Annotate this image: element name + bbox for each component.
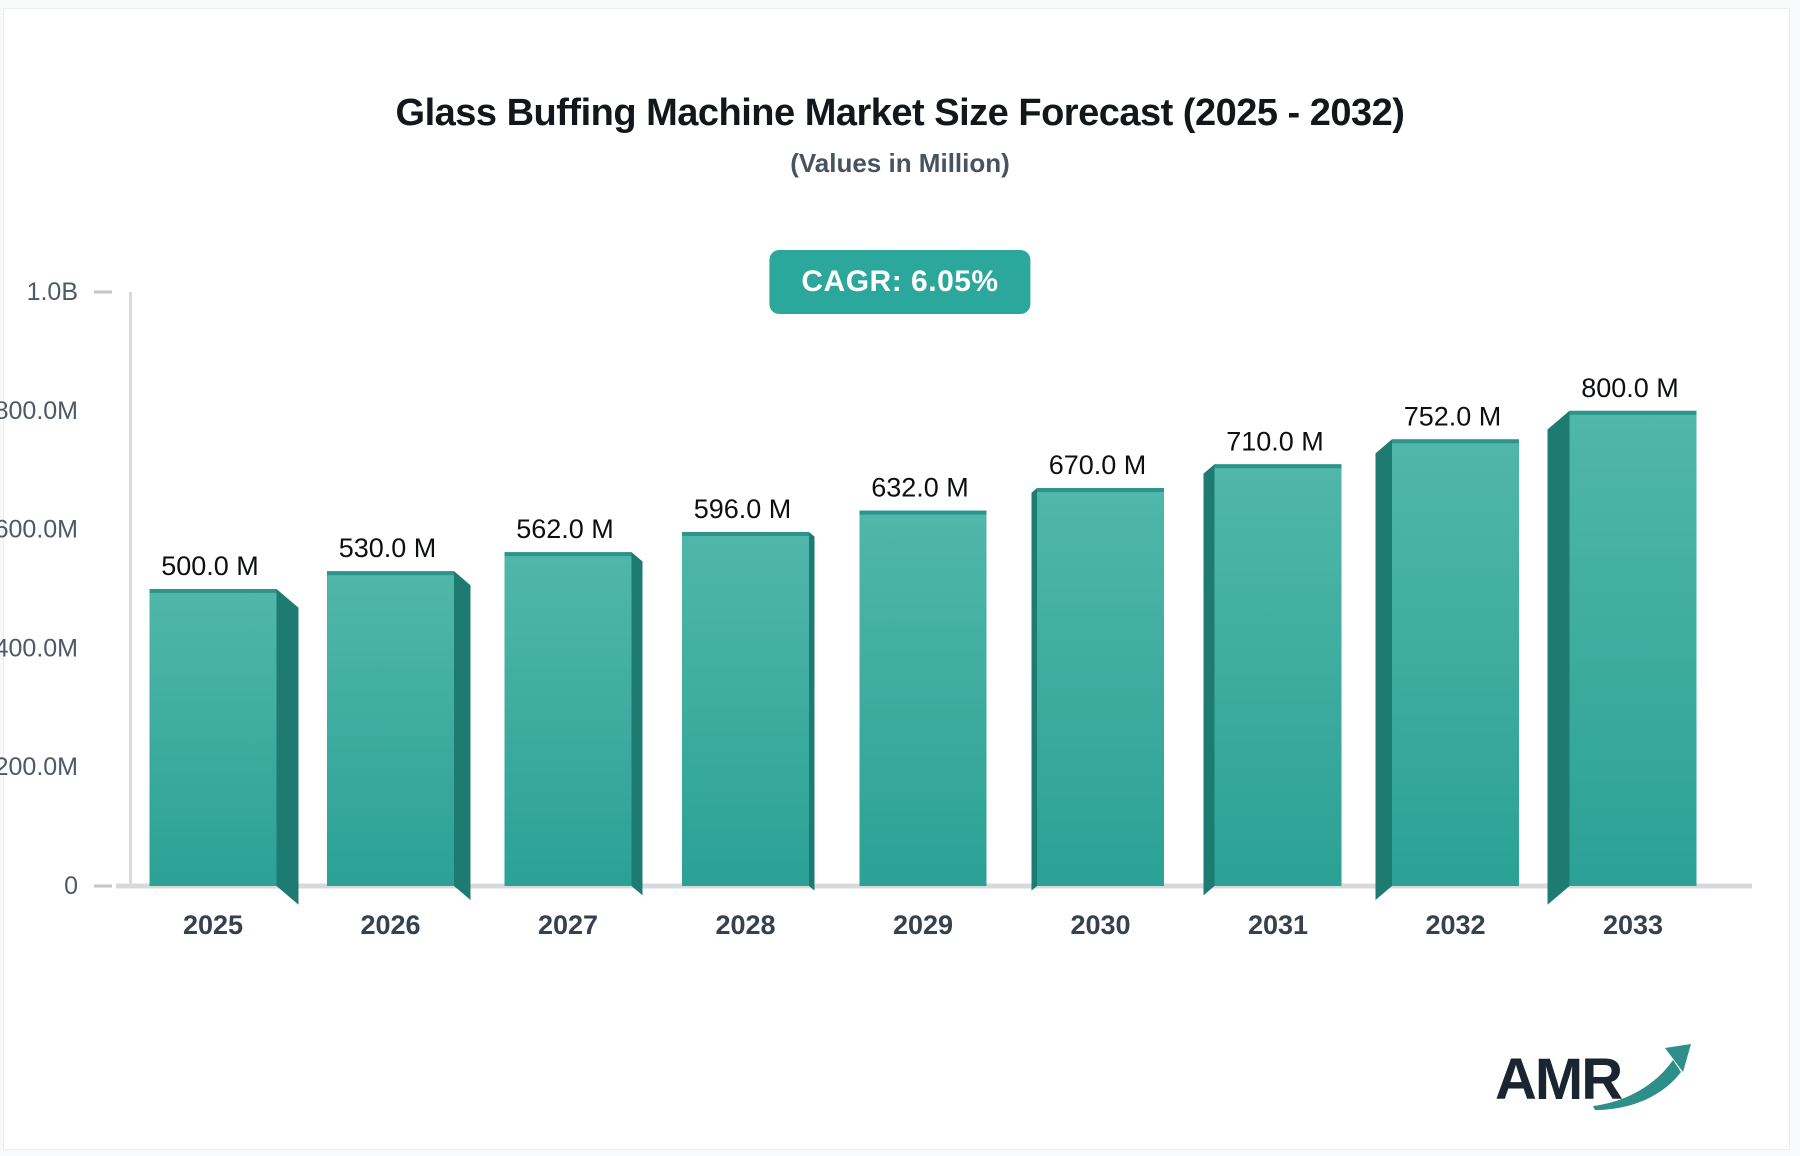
bar-side-2028 — [809, 531, 815, 891]
bar-value-label-2031: 710.0 M — [1226, 426, 1324, 456]
bar-2029 — [859, 510, 987, 886]
bar-top-edge-2031 — [1214, 464, 1342, 469]
x-label-2026: 2026 — [360, 910, 420, 940]
bar-top-edge-2025 — [149, 589, 277, 593]
y-tick-label-800.0M: 800.0M — [0, 397, 78, 425]
bar-2025 — [149, 589, 277, 886]
bar-2026 — [327, 571, 454, 886]
bar-value-label-2032: 752.0 M — [1404, 401, 1502, 431]
bar-2033 — [1569, 410, 1697, 886]
bar-value-label-2027: 562.0 M — [516, 514, 614, 544]
bar-2028 — [682, 531, 809, 886]
bar-side-2025 — [276, 589, 299, 905]
bar-top-edge-2029 — [859, 510, 987, 515]
bar-value-label-2030: 670.0 M — [1049, 450, 1147, 480]
bar-top-edge-2030 — [1037, 488, 1164, 493]
x-label-2032: 2032 — [1425, 910, 1485, 940]
bar-top-edge-2028 — [682, 531, 809, 536]
y-tick-label-400.0M: 400.0M — [0, 634, 78, 662]
x-label-2028: 2028 — [715, 910, 775, 940]
bar-2031 — [1214, 464, 1342, 886]
bar-top-edge-2027 — [504, 552, 632, 557]
x-label-2025: 2025 — [183, 910, 243, 940]
bar-2027 — [504, 552, 632, 886]
bar-top-edge-2026 — [327, 571, 454, 576]
bar-side-2027 — [631, 552, 643, 896]
bar-value-label-2026: 530.0 M — [339, 533, 437, 563]
bar-side-2032 — [1375, 439, 1392, 901]
bar-side-2033 — [1547, 410, 1570, 905]
amr-logo-arrow-icon — [1593, 1044, 1691, 1110]
chart-title: Glass Buffing Machine Market Size Foreca… — [395, 92, 1405, 134]
bar-top-edge-2033 — [1569, 410, 1697, 415]
cagr-badge: CAGR: 6.05% — [769, 250, 1031, 314]
y-tick-label-0: 0 — [64, 872, 78, 900]
y-tick-label-600.0M: 600.0M — [0, 516, 78, 544]
x-label-2033: 2033 — [1603, 910, 1663, 940]
x-label-2027: 2027 — [538, 910, 598, 940]
x-label-2029: 2029 — [893, 910, 953, 940]
bar-2032 — [1392, 439, 1519, 886]
x-label-2031: 2031 — [1248, 910, 1308, 940]
bar-side-2031 — [1203, 464, 1215, 896]
chart-subtitle: (Values in Million) — [790, 148, 1010, 178]
y-tick-label-1.0B: 1.0B — [27, 278, 78, 306]
bar-value-label-2025: 500.0 M — [161, 551, 259, 581]
bar-value-label-2028: 596.0 M — [694, 494, 792, 524]
bar-top-edge-2032 — [1392, 439, 1519, 444]
bar-side-2026 — [454, 571, 471, 901]
amr-logo-text: AMR — [1495, 1047, 1623, 1112]
y-tick-label-200.0M: 200.0M — [0, 753, 78, 781]
bar-side-2030 — [1031, 488, 1037, 891]
bar-value-label-2029: 632.0 M — [871, 473, 969, 503]
amr-logo: AMR — [1495, 1038, 1705, 1128]
bar-value-label-2033: 800.0 M — [1581, 373, 1679, 403]
bar-2030 — [1037, 488, 1164, 886]
x-label-2030: 2030 — [1070, 910, 1130, 940]
